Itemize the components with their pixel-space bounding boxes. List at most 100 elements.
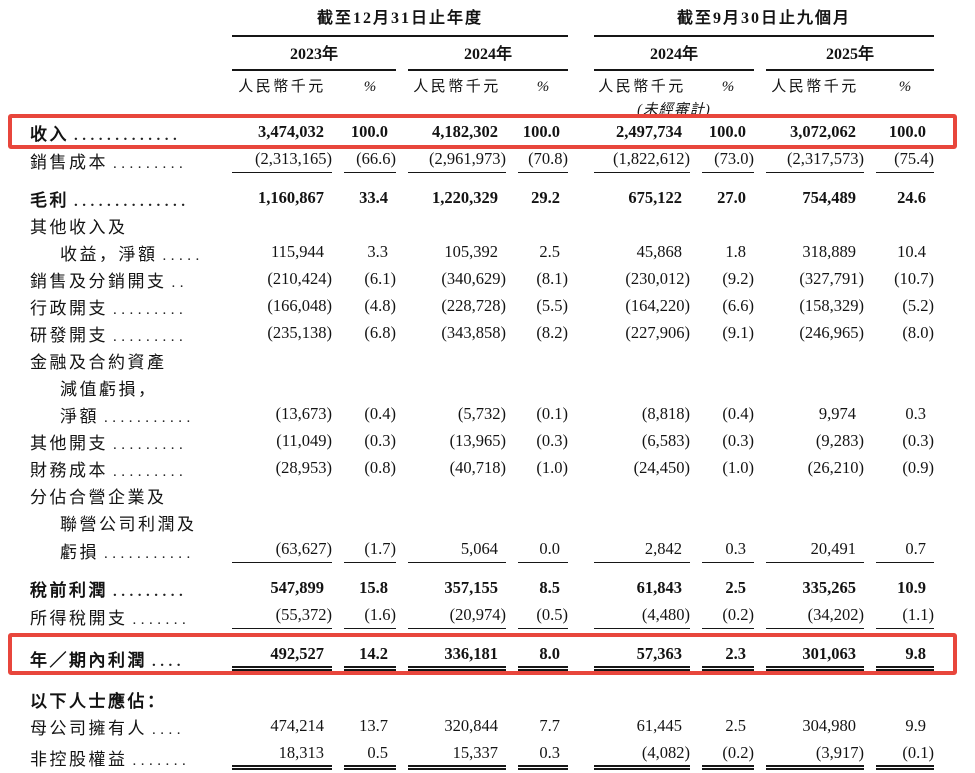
value-cell: (5.2) bbox=[902, 296, 935, 315]
value-cell: (6.1) bbox=[364, 269, 396, 288]
value-cell bbox=[332, 671, 396, 712]
value-cell: (6.6) bbox=[722, 296, 755, 315]
value-cell: (8.1) bbox=[536, 269, 569, 288]
percent-label: % bbox=[721, 79, 735, 95]
value-cell: 8.0 bbox=[506, 629, 569, 671]
value-cell: (20,974) bbox=[396, 601, 506, 629]
row-label-text: 銷售及分銷開支 bbox=[30, 272, 167, 291]
row-label: 非控股權益....... bbox=[30, 739, 220, 770]
row-label: 銷售及分銷開支.. bbox=[30, 265, 220, 292]
row-label: 減值虧損， bbox=[30, 373, 220, 400]
value-cell bbox=[754, 373, 864, 400]
value-cell: (28,953) bbox=[275, 458, 332, 477]
value-cell: 320,844 bbox=[444, 716, 498, 735]
value-cell: (0.2) bbox=[690, 739, 755, 770]
value-cell: 24.6 bbox=[897, 188, 927, 207]
unit-label: 人民幣千元 bbox=[598, 79, 686, 95]
empty-cell bbox=[754, 96, 934, 118]
value-cell: (26,210) bbox=[807, 458, 865, 477]
table-row-other-income-net: 收益，淨額..... 115,944 3.3 105,392 2.5 45,868 1.8 3… bbox=[30, 238, 934, 265]
row-label-text: 行政開支 bbox=[30, 299, 108, 318]
row-label: 稅前利潤......... bbox=[30, 563, 220, 601]
value-cell: (70.8) bbox=[506, 145, 569, 173]
value-cell: (166,048) bbox=[267, 296, 332, 315]
table-row-revenue: 收入............. 3,474,032 100.0 4,182,302 10… bbox=[30, 118, 934, 145]
value-cell: (1.0) bbox=[722, 458, 755, 477]
year-2024: 2024年 bbox=[396, 37, 569, 71]
leader-dots: .............. bbox=[74, 194, 190, 210]
value-cell bbox=[568, 373, 690, 400]
value-cell bbox=[690, 508, 754, 535]
value-cell: 9.9 bbox=[905, 716, 927, 735]
value-cell: (13,965) bbox=[449, 431, 506, 450]
table-row-income-tax-expense: 所得稅開支....... (55,372) (1.6) (20,974) (0.5) (4… bbox=[30, 601, 935, 629]
value-cell: (230,012) bbox=[625, 269, 691, 288]
value-cell bbox=[332, 346, 396, 373]
table-row-other-income-line1: 其他收入及 bbox=[30, 211, 934, 238]
value-cell bbox=[220, 346, 332, 373]
leader-dots: ........... bbox=[104, 410, 195, 426]
value-cell: 45,868 bbox=[636, 242, 683, 261]
value-cell: (8.0) bbox=[902, 323, 935, 342]
value-cell: 301,063 bbox=[754, 629, 865, 671]
table-row-attributable-heading: 以下人士應佔： bbox=[30, 671, 934, 712]
percent-label: % bbox=[363, 79, 377, 95]
leader-dots: ............. bbox=[74, 128, 182, 144]
row-label-text: 財務成本 bbox=[30, 461, 108, 480]
value-cell: (0.3) bbox=[364, 431, 396, 450]
value-cell: (8.2) bbox=[536, 323, 569, 342]
empty-cell bbox=[220, 96, 568, 118]
value-cell: 61,843 bbox=[636, 578, 683, 597]
table-row-non-controlling-interests: 非控股權益....... 18,313 0.5 15,337 0.3 (4,082) (0.… bbox=[30, 739, 935, 770]
unit-label: 人民幣千元 bbox=[238, 79, 326, 95]
table-row-share-jv-line2: 聯營公司利潤及 bbox=[30, 508, 934, 535]
value-cell: 4,182,302 bbox=[432, 122, 498, 141]
leader-dots: ..... bbox=[162, 248, 204, 264]
year-2023: 2023年 bbox=[220, 37, 396, 71]
group-year-ended-dec31: 截至12月31日止年度 bbox=[220, 6, 569, 37]
table-row-selling-distribution-expenses: 銷售及分銷開支.. (210,424) (6.1) (340,629) (8.1) (23… bbox=[30, 265, 934, 292]
value-cell bbox=[396, 481, 506, 508]
value-cell: 318,889 bbox=[802, 242, 857, 261]
row-label-text: 淨額 bbox=[60, 407, 99, 426]
value-cell: 547,899 bbox=[270, 578, 324, 597]
unaudited-note: (未經審計) bbox=[637, 102, 711, 118]
value-cell: 1,160,867 bbox=[258, 188, 324, 207]
table-row-impairment-line2: 減值虧損， bbox=[30, 373, 934, 400]
row-label: 研發開支......... bbox=[30, 319, 220, 346]
value-cell: 105,392 bbox=[444, 242, 498, 261]
value-cell bbox=[332, 373, 396, 400]
group-title: 截至12月31日止年度 bbox=[232, 10, 569, 37]
value-cell: (9.2) bbox=[722, 269, 755, 288]
value-cell: (0.8) bbox=[364, 458, 396, 477]
row-label: 淨額........... bbox=[30, 400, 220, 427]
value-cell: (0.1) bbox=[864, 739, 935, 770]
value-cell bbox=[690, 481, 754, 508]
value-cell: 7.7 bbox=[539, 716, 561, 735]
value-cell bbox=[220, 373, 332, 400]
value-cell: (13,673) bbox=[275, 404, 332, 423]
value-cell: 3.3 bbox=[367, 242, 388, 261]
table-row-finance-costs: 財務成本......... (28,953) (0.8) (40,718) (1.0) (… bbox=[30, 454, 934, 481]
value-cell bbox=[754, 481, 864, 508]
empty-cell bbox=[30, 96, 220, 118]
value-cell: (5.5) bbox=[536, 296, 569, 315]
value-cell: 0.7 bbox=[864, 535, 935, 563]
period-group-row: 截至12月31日止年度 截至9月30日止九個月 bbox=[30, 6, 935, 37]
unit-label: 人民幣千元 bbox=[413, 79, 501, 95]
value-cell: 335,265 bbox=[802, 578, 857, 597]
value-cell: (75.4) bbox=[864, 145, 935, 173]
value-cell: (246,965) bbox=[799, 323, 865, 342]
value-cell: (24,450) bbox=[633, 458, 691, 477]
value-cell: 754,489 bbox=[802, 188, 857, 207]
value-cell bbox=[506, 481, 568, 508]
value-cell: (340,629) bbox=[441, 269, 506, 288]
leader-dots: .. bbox=[171, 275, 188, 291]
value-cell bbox=[864, 671, 934, 712]
value-cell: 29.2 bbox=[531, 188, 561, 207]
row-label: 財務成本......... bbox=[30, 454, 220, 481]
empty-cell bbox=[30, 37, 220, 71]
value-cell: 304,980 bbox=[802, 716, 857, 735]
value-cell: (1.7) bbox=[332, 535, 396, 563]
